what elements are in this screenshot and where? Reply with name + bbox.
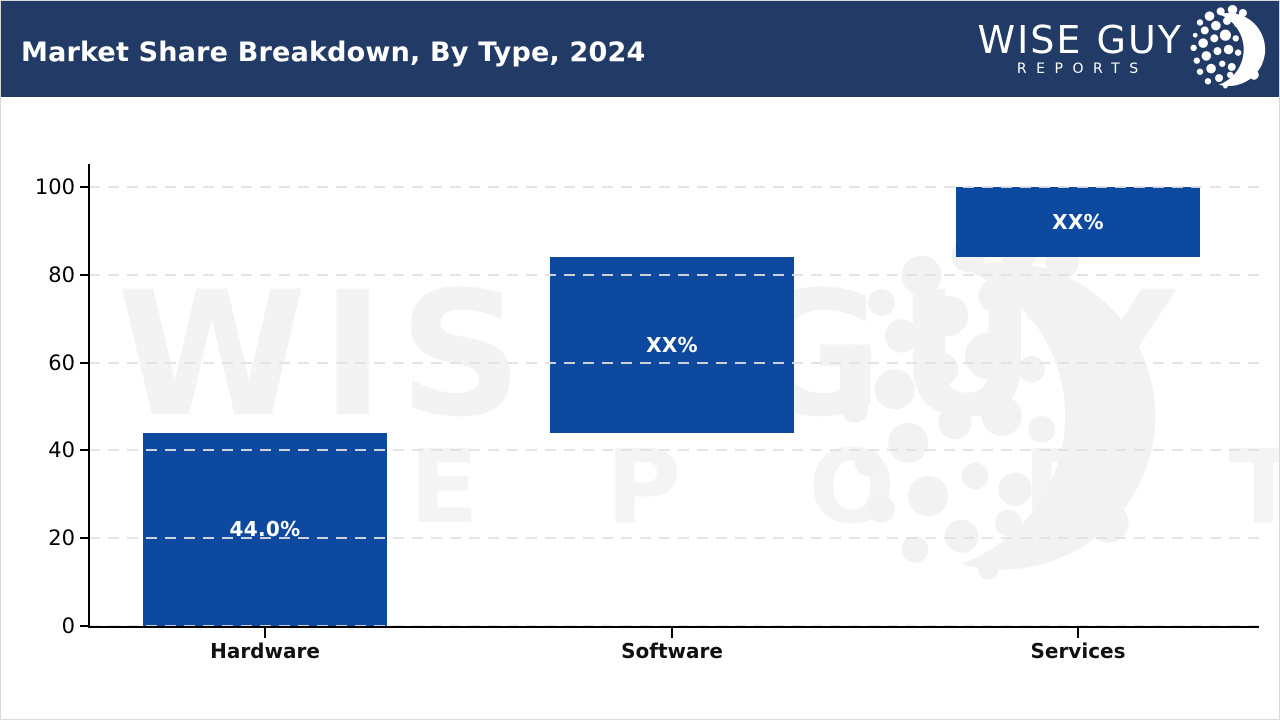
y-axis-tick-label: 20 — [48, 526, 75, 551]
page-title: Market Share Breakdown, By Type, 2024 — [21, 36, 646, 68]
gridline — [89, 449, 1259, 452]
y-axis-tick-label: 100 — [34, 175, 75, 199]
bar-services: XX% — [956, 187, 1200, 258]
y-axis-tick-label: 80 — [48, 262, 75, 287]
gridline — [89, 361, 1259, 364]
bar-value-label: XX% — [1052, 210, 1104, 235]
x-axis-label-hardware: Hardware — [210, 639, 320, 663]
y-axis-tick-label: 0 — [61, 614, 75, 638]
x-axis-tick — [264, 628, 266, 638]
y-axis-tick — [80, 537, 89, 540]
wise-guy-face-icon — [1190, 4, 1266, 88]
y-axis-tick — [80, 186, 89, 188]
logo-wordmark: WISE GUY — [977, 17, 1183, 62]
y-axis-tick — [80, 361, 89, 364]
y-axis-tick — [80, 625, 89, 627]
bar-hardware: 44.0% — [143, 432, 387, 626]
logo-subtitle: REPORTS — [1016, 61, 1148, 78]
bar-value-label: XX% — [646, 333, 698, 358]
y-axis-tick — [80, 449, 89, 452]
x-axis-tick — [671, 628, 673, 638]
gridline — [89, 273, 1259, 276]
y-axis-tick-label: 60 — [48, 350, 75, 375]
x-axis-label-software: Software — [621, 639, 723, 663]
bar-software: XX% — [550, 257, 794, 433]
gridline — [89, 537, 1259, 540]
watermark-face-icon — [841, 229, 1156, 580]
y-axis-tick — [80, 273, 89, 276]
x-axis-tick — [1077, 628, 1079, 638]
logo: WISE GUY REPORTS — [977, 4, 1267, 94]
logo-text: WISE GUY REPORTS — [977, 17, 1183, 78]
y-axis-tick-label: 40 — [48, 438, 75, 463]
x-axis-line — [88, 626, 1259, 628]
gridline — [89, 186, 1259, 188]
x-axis-label-services: Services — [1030, 639, 1126, 663]
header-bar: Market Share Breakdown, By Type, 2024 WI… — [1, 1, 1279, 97]
y-axis-line — [88, 164, 90, 628]
